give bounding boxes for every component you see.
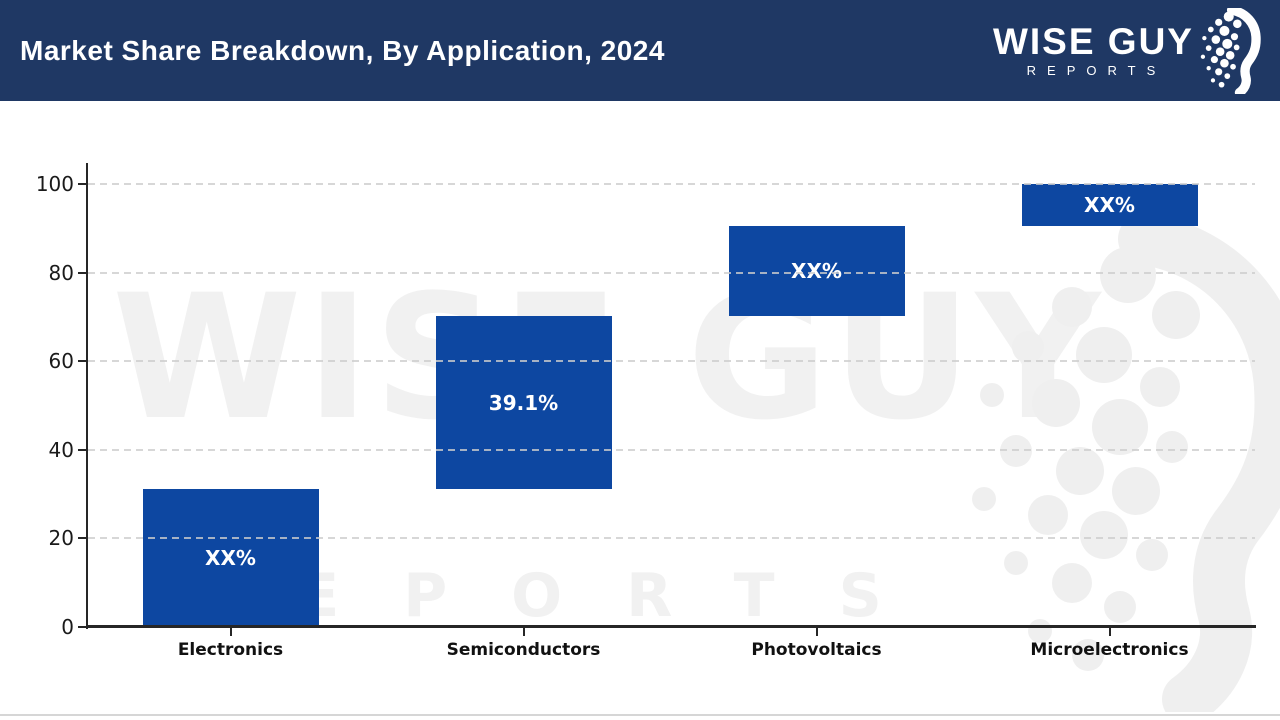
y-tick-0 xyxy=(78,626,87,628)
y-tick-40 xyxy=(78,448,87,451)
y-tick-label-40: 40 xyxy=(48,437,74,462)
bottom-divider xyxy=(0,714,1280,716)
y-tick-label-20: 20 xyxy=(48,526,74,551)
bar-semiconductors: 39.1% xyxy=(435,316,612,490)
y-axis-line xyxy=(86,163,88,629)
x-category-label-electronics: Electronics xyxy=(177,640,284,660)
y-tick-label-80: 80 xyxy=(48,260,74,285)
gridline-100 xyxy=(88,183,1255,185)
y-tick-label-0: 0 xyxy=(61,615,74,639)
x-category-label-photovoltaics: Photovoltaics xyxy=(751,640,882,660)
x-category-label-semiconductors: Semiconductors xyxy=(446,640,601,660)
bar-microelectronics: XX% xyxy=(1021,184,1198,226)
bar-electronics: XX% xyxy=(142,489,319,627)
logo-text: WISE GUY REPORTS xyxy=(992,20,1194,79)
wise-guy-reports-logo: WISE GUY REPORTS xyxy=(993,6,1266,95)
header-bar: Market Share Breakdown, By Application, … xyxy=(0,0,1280,101)
x-axis-line xyxy=(86,625,1256,628)
gridline-60 xyxy=(88,360,1255,363)
y-tick-label-100: 100 xyxy=(35,172,74,196)
bar-value-label-photovoltaics: XX% xyxy=(791,258,842,283)
bar-value-label-microelectronics: XX% xyxy=(1084,192,1135,217)
y-tick-80 xyxy=(78,271,87,274)
bar-value-label-electronics: XX% xyxy=(205,546,256,571)
y-tick-20 xyxy=(78,537,87,540)
bar-value-label-semiconductors: 39.1% xyxy=(488,390,559,415)
x-tick-semiconductors xyxy=(522,627,525,636)
y-tick-label-60: 60 xyxy=(48,349,74,374)
logo-reports-label: REPORTS xyxy=(1026,63,1167,79)
x-category-label-microelectronics: Microelectronics xyxy=(1030,640,1189,660)
gridline-80 xyxy=(88,271,1255,274)
y-tick-60 xyxy=(78,360,87,363)
watermark-face-icon xyxy=(972,222,1280,712)
page-title: Market Share Breakdown, By Application, … xyxy=(20,34,665,66)
bar-photovoltaics: XX% xyxy=(728,225,905,316)
gridline-40 xyxy=(88,448,1255,451)
x-tick-microelectronics xyxy=(1108,627,1111,636)
y-tick-100 xyxy=(78,183,87,185)
x-tick-electronics xyxy=(229,627,232,636)
gridline-20 xyxy=(88,537,1255,540)
logo-wiseguy-label: WISE GUY xyxy=(992,20,1194,62)
x-tick-photovoltaics xyxy=(815,627,818,636)
logo-face-icon xyxy=(1200,7,1261,94)
